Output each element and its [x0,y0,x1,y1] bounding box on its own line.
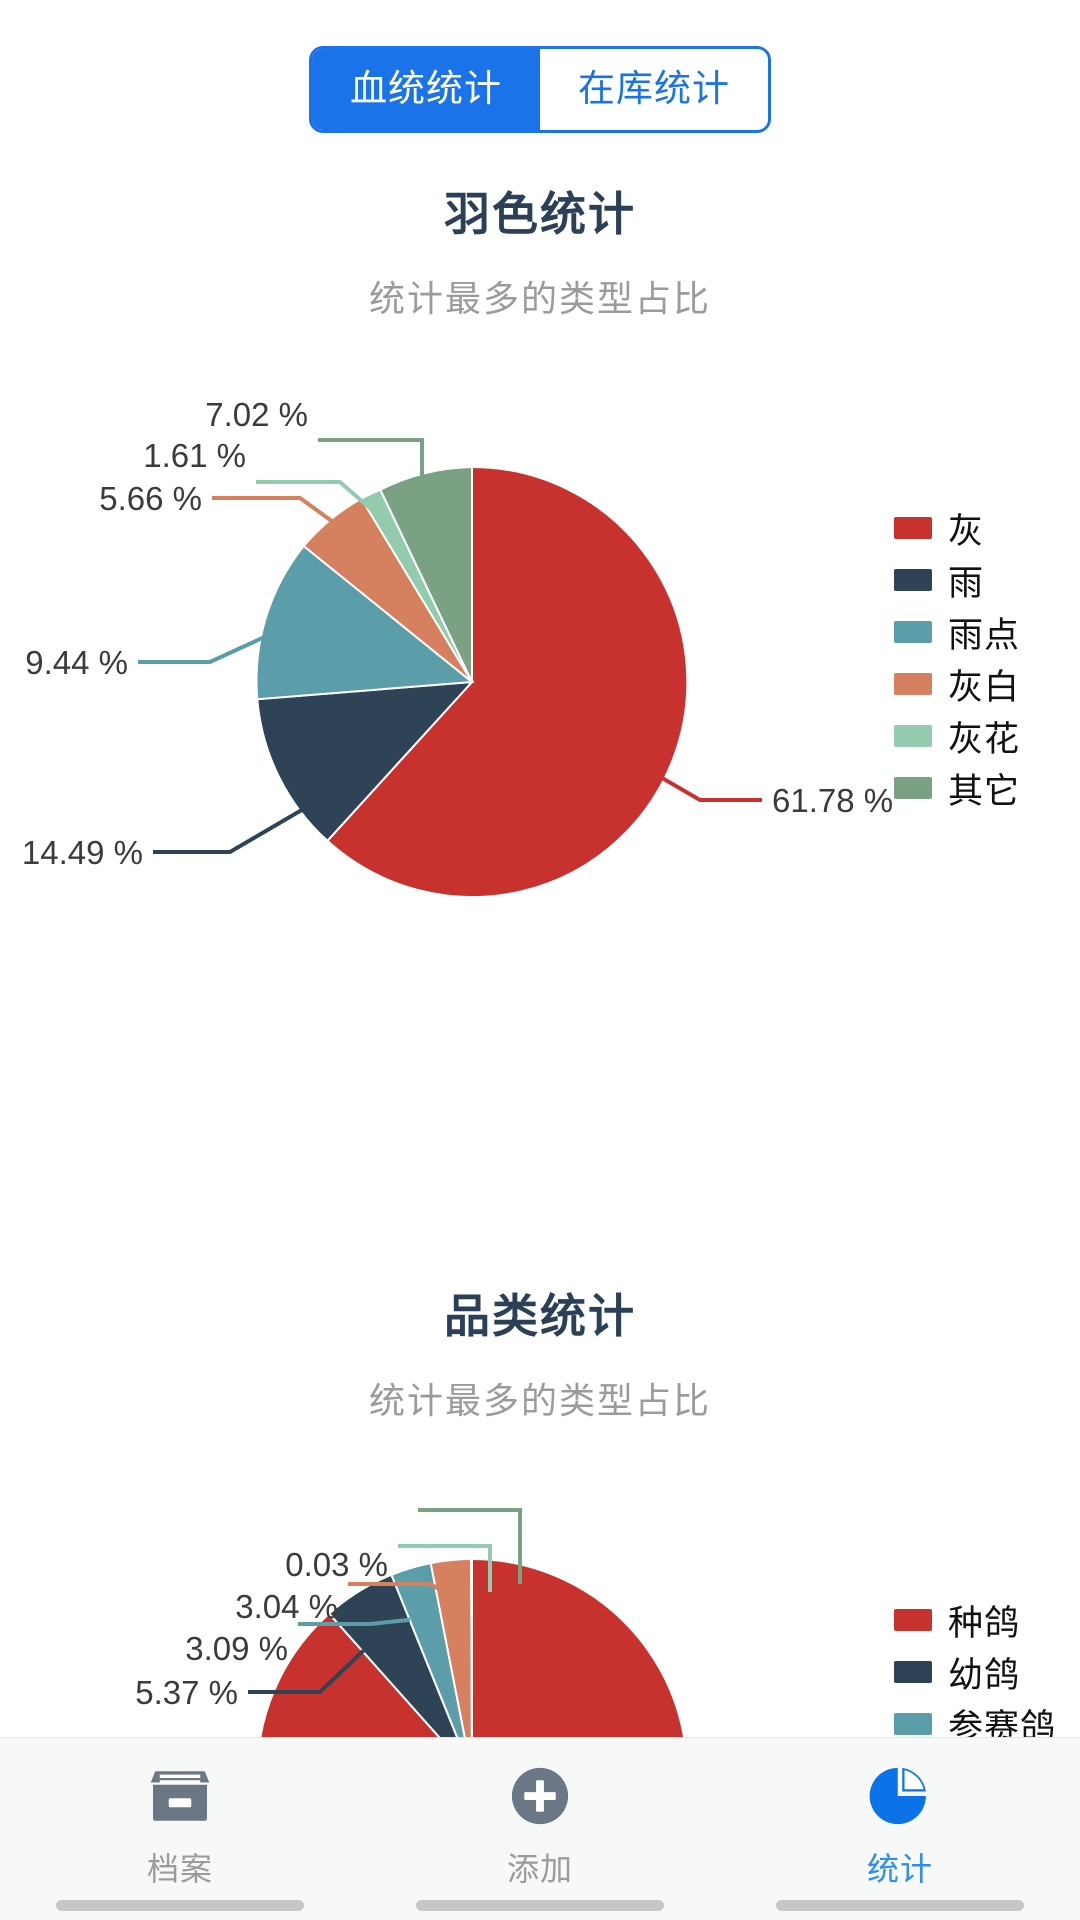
legend-label-racer: 参赛鸽 [948,1707,1057,1738]
home-bar-3 [776,1900,1024,1911]
chart-subtitle-1: 统计最多的类型占比 [368,278,711,319]
pie-slices-2 [259,1557,686,1737]
home-indicator-bars [0,1900,1080,1911]
legend-label-other: 其它 [948,771,1021,811]
pie-label-gray: 61.78 % [772,782,893,819]
pie-leaders-2 [248,1508,522,1694]
legend-item-other[interactable]: 其它 [894,762,1020,814]
legend-item-gray[interactable]: 灰 [894,502,1020,554]
pie-label-racer: 3.09 % [185,1630,288,1667]
tab-bloodline-stats[interactable]: 血统统计 [312,49,540,130]
chart-block-category: 品类统计 统计最多的类型占比 [0,1280,1080,1737]
tabbar-item-statistics[interactable]: 统计 [720,1738,1080,1920]
pie-label-grayish-white: 5.66 % [99,480,202,517]
chart-title-1: 羽色统计 [444,188,636,240]
legend-label-rain: 雨 [948,563,985,603]
tabbar-label-archive: 档案 [146,1851,213,1887]
legend-label-gray-flower: 灰花 [948,719,1021,759]
legend-item-breeder[interactable]: 种鸽 [894,1594,1056,1646]
chart-subtitle-2: 统计最多的类型占比 [368,1380,711,1421]
pie-svg-1: 61.78 % 14.49 % 9.44 % 5.66 % 1.61 % 7.0… [22,396,893,898]
pie-legend-1: 灰 雨 雨点 灰白 灰花 [894,502,1020,814]
pie-value-labels-1: 61.78 % 14.49 % 9.44 % 5.66 % 1.61 % 7.0… [22,396,893,871]
home-bar-1 [56,1900,304,1911]
pie-slice-raindot [255,544,475,701]
legend-swatch-young [894,1661,932,1683]
tabbar-label-add: 添加 [506,1851,573,1887]
scroll-content[interactable]: 血统统计 在库统计 羽色统计 统计最多的类型占比 [0,0,1080,1737]
pie-label-other: 7.02 % [205,396,308,433]
legend-item-rain[interactable]: 雨 [894,554,1020,606]
tab-inventory-stats[interactable]: 在库统计 [540,49,768,130]
tabbar-item-add[interactable]: 添加 [360,1738,720,1920]
legend-label-breeder: 种鸽 [948,1603,1021,1643]
pie-slice-other [378,465,473,683]
legend-item-racer[interactable]: 参赛鸽 [894,1698,1056,1737]
chart-block-feather-color: 羽色统计 统计最多的类型占比 [0,178,1080,1042]
stat-mode-toggle[interactable]: 血统统计 在库统计 [309,46,771,133]
pie-slice-rain [256,680,475,843]
legend-label-grayish-white: 灰白 [948,667,1021,707]
legend-swatch-breeder [894,1609,932,1631]
pie-label-raindot: 9.44 % [25,644,128,681]
plus-circle-icon [511,1767,569,1825]
legend-swatch-raindot [894,621,932,643]
legend-swatch-racer [894,1713,932,1735]
legend-swatch-other [894,777,932,799]
pie-chart-1[interactable]: 61.78 % 14.49 % 9.44 % 5.66 % 1.61 % 7.0… [0,322,1080,1042]
legend-item-raindot[interactable]: 雨点 [894,606,1020,658]
pie-label-young: 5.37 % [135,1674,238,1711]
legend-label-gray: 灰 [948,511,985,551]
pie-chart-2[interactable]: 5.37 % 3.09 % 3.04 % 0.03 % 种鸽 幼鸽 [0,1424,1080,1737]
legend-item-grayish-white[interactable]: 灰白 [894,658,1020,710]
pie-slices-1 [255,465,689,898]
tabbar-label-statistics: 统计 [866,1851,933,1887]
pie-label-rain: 14.49 % [22,834,143,871]
pie-leaders-1 [138,438,762,854]
pie-legend-2: 种鸽 幼鸽 参赛鸽 [894,1594,1056,1737]
tabbar-item-archive[interactable]: 档案 [0,1738,360,1920]
pie-label-4: 3.04 % [235,1588,338,1625]
pie-chart-icon [869,1767,926,1825]
chart-title-2: 品类统计 [444,1290,636,1342]
legend-swatch-grayish-white [894,673,932,695]
pie-svg-2: 5.37 % 3.09 % 3.04 % 0.03 % [135,1508,686,1737]
stat-mode-toggle-wrap: 血统统计 在库统计 [0,46,1080,133]
legend-swatch-rain [894,569,932,591]
pie-label-gray-flower: 1.61 % [143,437,246,474]
legend-label-young: 幼鸽 [948,1655,1021,1695]
pie-slice-gray [325,465,689,898]
home-bar-2 [416,1900,664,1911]
bottom-tabbar: 档案 添加 统计 [0,1737,1080,1920]
pie-slice-5 [470,1557,473,1737]
legend-swatch-gray [894,517,932,539]
archive-box-icon [150,1771,210,1821]
pie-label-5: 0.03 % [285,1546,388,1583]
legend-item-gray-flower[interactable]: 灰花 [894,710,1020,762]
legend-item-young[interactable]: 幼鸽 [894,1646,1056,1698]
legend-label-raindot: 雨点 [948,615,1021,655]
pie-value-labels-2: 5.37 % 3.09 % 3.04 % 0.03 % [135,1546,388,1711]
legend-swatch-gray-flower [894,725,932,747]
